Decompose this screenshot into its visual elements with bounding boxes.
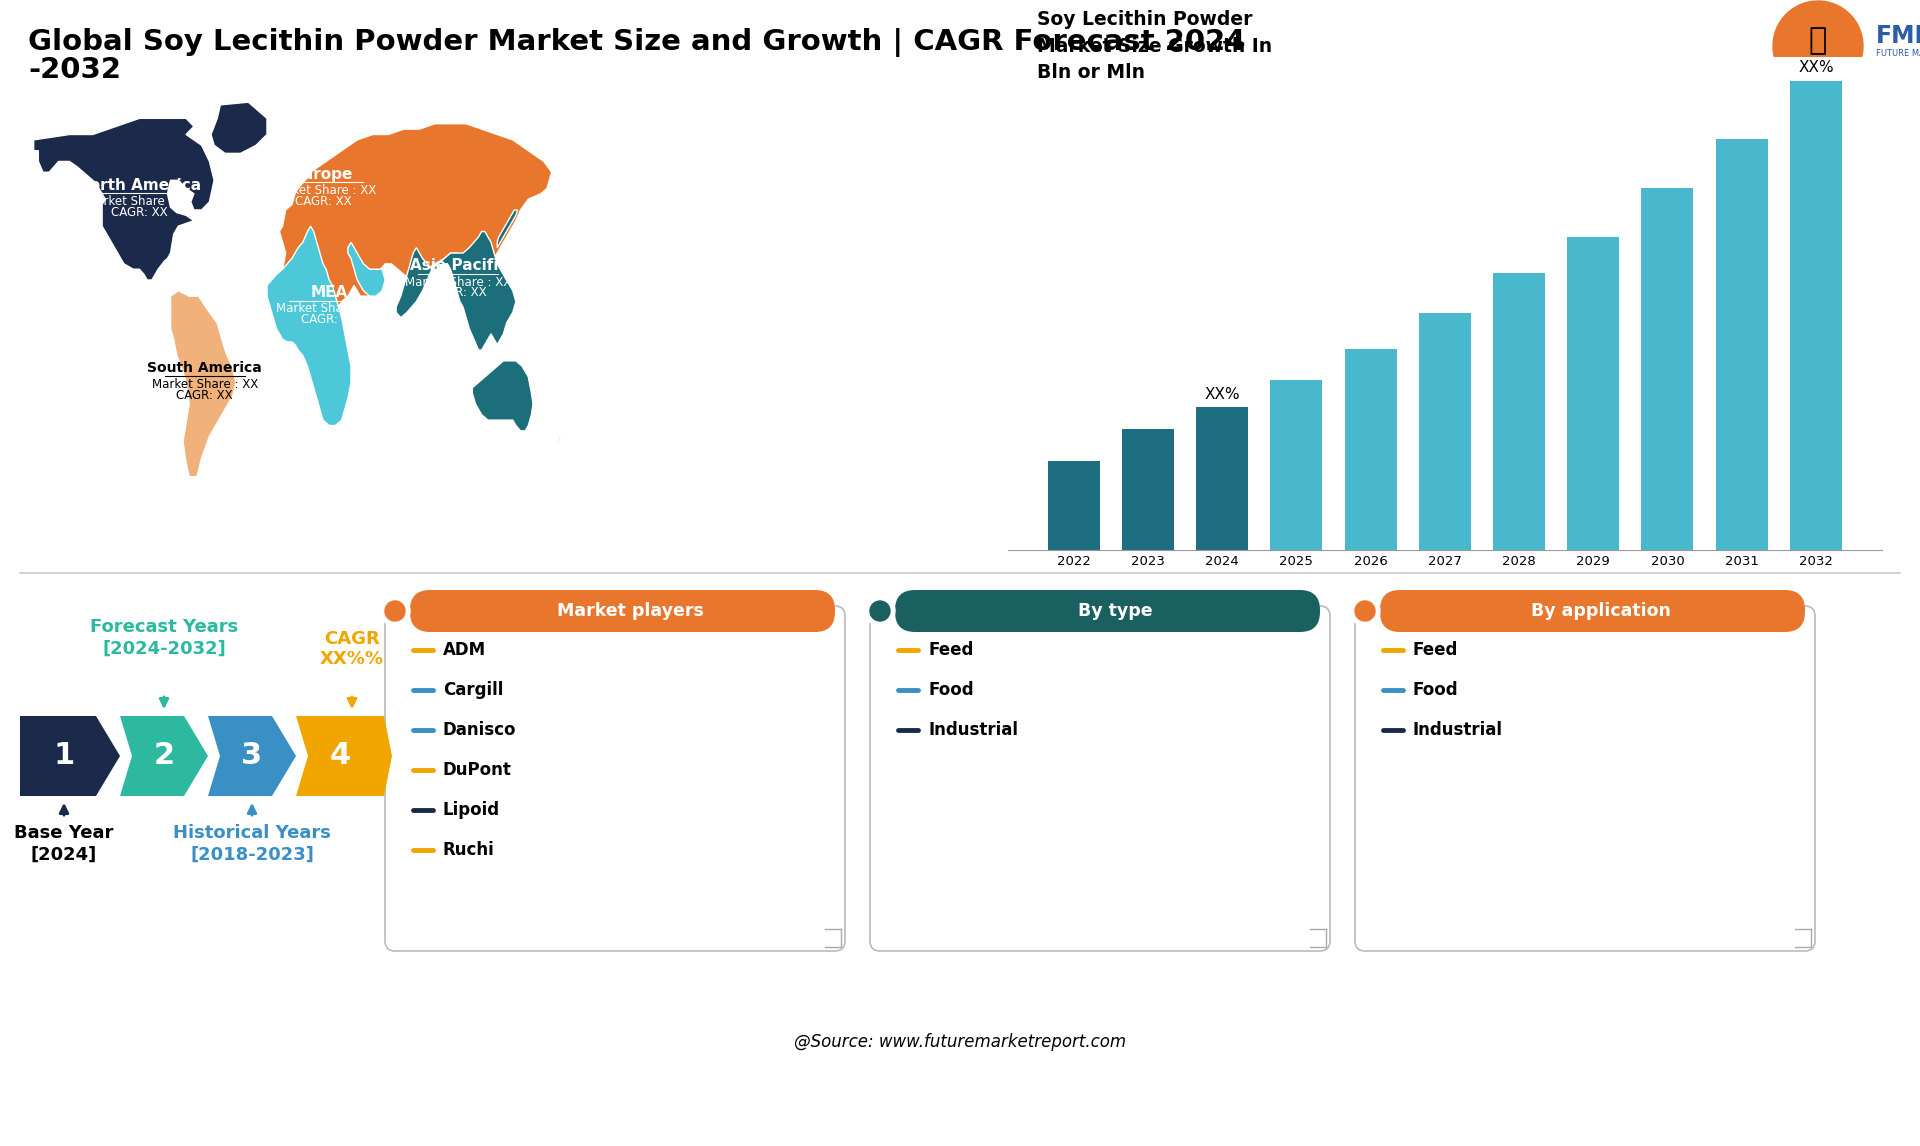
Text: Historical Years: Historical Years [173, 824, 330, 842]
Text: [2018-2023]: [2018-2023] [190, 846, 315, 864]
Polygon shape [276, 124, 551, 307]
Text: XX%%: XX%% [321, 650, 384, 668]
Circle shape [870, 601, 891, 621]
Text: Europe: Europe [294, 167, 353, 182]
Bar [1419, 313, 1471, 550]
Text: 3: 3 [242, 741, 263, 770]
Polygon shape [171, 291, 236, 477]
Bar [1716, 139, 1768, 550]
Text: XX%: XX% [1204, 386, 1240, 402]
Bar [1196, 407, 1248, 550]
Polygon shape [207, 716, 296, 796]
Text: Market Share : XX: Market Share : XX [86, 195, 192, 207]
Text: North America: North America [77, 178, 202, 193]
Bar [1642, 188, 1693, 550]
Text: Lipoid: Lipoid [444, 801, 499, 819]
Text: 🔭: 🔭 [1809, 26, 1828, 55]
Bar [1048, 461, 1100, 550]
Bar [1271, 380, 1323, 550]
Text: MEA: MEA [311, 285, 348, 300]
Text: Cargill: Cargill [444, 681, 503, 699]
FancyBboxPatch shape [870, 606, 1331, 951]
Text: Market Share : XX: Market Share : XX [271, 183, 376, 197]
Text: Base Year: Base Year [13, 824, 113, 842]
Polygon shape [553, 429, 566, 453]
Polygon shape [497, 210, 518, 248]
Polygon shape [296, 716, 392, 796]
Text: 1: 1 [54, 741, 75, 770]
Text: Market players: Market players [557, 602, 705, 620]
Polygon shape [211, 102, 267, 154]
Text: Industrial: Industrial [1413, 721, 1503, 739]
Text: Soy Lecithin Powder
Market Size Growth In
Bln or Mln: Soy Lecithin Powder Market Size Growth I… [1037, 10, 1271, 83]
Text: CAGR: CAGR [324, 630, 380, 647]
Bar [1789, 80, 1841, 550]
FancyBboxPatch shape [1356, 606, 1814, 951]
Circle shape [1350, 596, 1380, 626]
Circle shape [380, 596, 411, 626]
Text: Asia Pacific: Asia Pacific [409, 259, 507, 274]
Text: Industrial: Industrial [927, 721, 1018, 739]
Bar [1567, 237, 1619, 550]
FancyBboxPatch shape [1380, 590, 1805, 631]
Bar [1494, 273, 1546, 550]
Text: XX%: XX% [1799, 61, 1834, 76]
Text: Feed: Feed [1413, 641, 1459, 659]
Text: Market Share : XX: Market Share : XX [405, 275, 511, 289]
Text: Food: Food [927, 681, 973, 699]
Text: CAGR: XX: CAGR: XX [294, 195, 351, 207]
Text: DuPont: DuPont [444, 761, 513, 779]
Text: -2032: -2032 [29, 56, 121, 84]
Text: [2024-2032]: [2024-2032] [102, 639, 227, 658]
Polygon shape [19, 716, 119, 796]
Text: 2: 2 [154, 741, 175, 770]
Circle shape [1772, 1, 1862, 91]
Polygon shape [35, 118, 215, 280]
Text: Global Soy Lecithin Powder Market Size and Growth | CAGR Forecast 2024: Global Soy Lecithin Powder Market Size a… [29, 28, 1246, 57]
Text: CAGR: XX: CAGR: XX [430, 286, 486, 299]
Text: FUTURE MARKET REPORT: FUTURE MARKET REPORT [1876, 49, 1920, 58]
Text: By type: By type [1079, 602, 1152, 620]
Text: CAGR: XX: CAGR: XX [111, 205, 167, 219]
Text: Market Share : XX: Market Share : XX [276, 303, 382, 315]
Text: [2024]: [2024] [31, 846, 98, 864]
Text: By application: By application [1530, 602, 1670, 620]
FancyBboxPatch shape [386, 606, 845, 951]
Text: South America: South America [148, 361, 263, 376]
Text: CAGR: XX: CAGR: XX [301, 314, 357, 327]
Polygon shape [267, 226, 351, 425]
Text: FMR: FMR [1876, 24, 1920, 48]
Text: Forecast Years: Forecast Years [90, 618, 238, 636]
Polygon shape [119, 716, 207, 796]
Text: Market Share : XX: Market Share : XX [152, 378, 257, 391]
Text: Danisco: Danisco [444, 721, 516, 739]
Bar [1121, 430, 1173, 550]
Text: Feed: Feed [927, 641, 973, 659]
Circle shape [866, 596, 895, 626]
Polygon shape [396, 231, 516, 350]
Polygon shape [348, 242, 386, 296]
Text: Food: Food [1413, 681, 1459, 699]
Bar [1344, 348, 1396, 550]
Polygon shape [472, 361, 534, 431]
FancyBboxPatch shape [895, 590, 1321, 631]
FancyBboxPatch shape [411, 590, 835, 631]
Circle shape [386, 601, 405, 621]
Text: 4: 4 [330, 741, 351, 770]
Text: @Source: www.futuremarketreport.com: @Source: www.futuremarketreport.com [795, 1033, 1125, 1051]
Circle shape [1356, 601, 1375, 621]
Text: CAGR: XX: CAGR: XX [177, 388, 232, 402]
Text: Ruchi: Ruchi [444, 841, 495, 860]
Text: ADM: ADM [444, 641, 486, 659]
